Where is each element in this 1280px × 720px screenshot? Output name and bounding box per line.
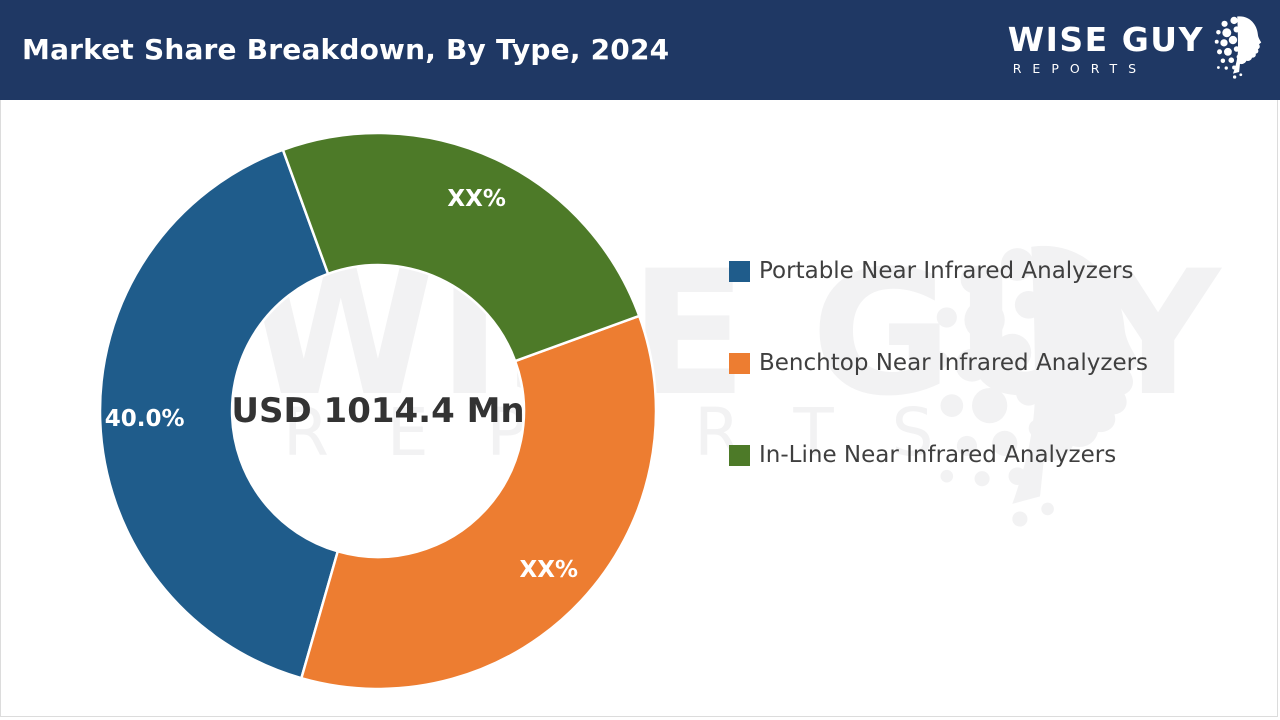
slice-label-benchtop-near-infrared-analyzers: XX% — [519, 557, 579, 584]
slice-label-portable-near-infrared-analyzers: 40.0% — [104, 406, 185, 433]
logo-text: WISE GUY REPORTS — [1008, 23, 1204, 76]
logo-face-icon — [1210, 11, 1266, 87]
legend-item-in-line-near-infrared-analyzers: In-Line Near Infrared Analyzers — [729, 442, 1148, 468]
donut-slice-in-line-near-infrared-analyzers — [281, 131, 641, 363]
chart-legend: Portable Near Infrared Analyzers Benchtop… — [729, 258, 1148, 534]
chart-canvas: WISE GUY REPORTS USD 1014.4 Mn 40.0%XX%X… — [0, 100, 1278, 717]
page-title: Market Share Breakdown, By Type, 2024 — [22, 33, 670, 66]
donut-slice-portable-near-infrared-analyzers — [98, 148, 340, 680]
legend-item-benchtop-near-infrared-analyzers: Benchtop Near Infrared Analyzers — [729, 350, 1148, 376]
legend-swatch-icon — [729, 444, 750, 466]
donut-chart: USD 1014.4 Mn 40.0% XX% XX% — [98, 131, 658, 691]
header-bar: Market Share Breakdown, By Type, 2024 WI… — [0, 0, 1280, 100]
donut-slice-benchtop-near-infrared-analyzers — [300, 314, 658, 691]
donut-svg — [98, 131, 658, 691]
logo-wordmark: WISE GUY — [1007, 19, 1204, 59]
donut-center-label: USD 1014.4 Mn — [231, 391, 525, 431]
slice-label-in-line-near-infrared-analyzers: XX% — [447, 186, 506, 213]
legend-swatch-icon — [729, 260, 750, 282]
legend-item-portable-near-infrared-analyzers: Portable Near Infrared Analyzers — [729, 258, 1148, 284]
logo-subtitle: REPORTS — [1012, 60, 1148, 76]
legend-label: Benchtop Near Infrared Analyzers — [759, 350, 1149, 376]
legend-label: Portable Near Infrared Analyzers — [759, 258, 1134, 284]
legend-swatch-icon — [729, 352, 750, 374]
wiseguy-logo: WISE GUY REPORTS — [1008, 11, 1266, 87]
legend-label: In-Line Near Infrared Analyzers — [759, 442, 1117, 468]
